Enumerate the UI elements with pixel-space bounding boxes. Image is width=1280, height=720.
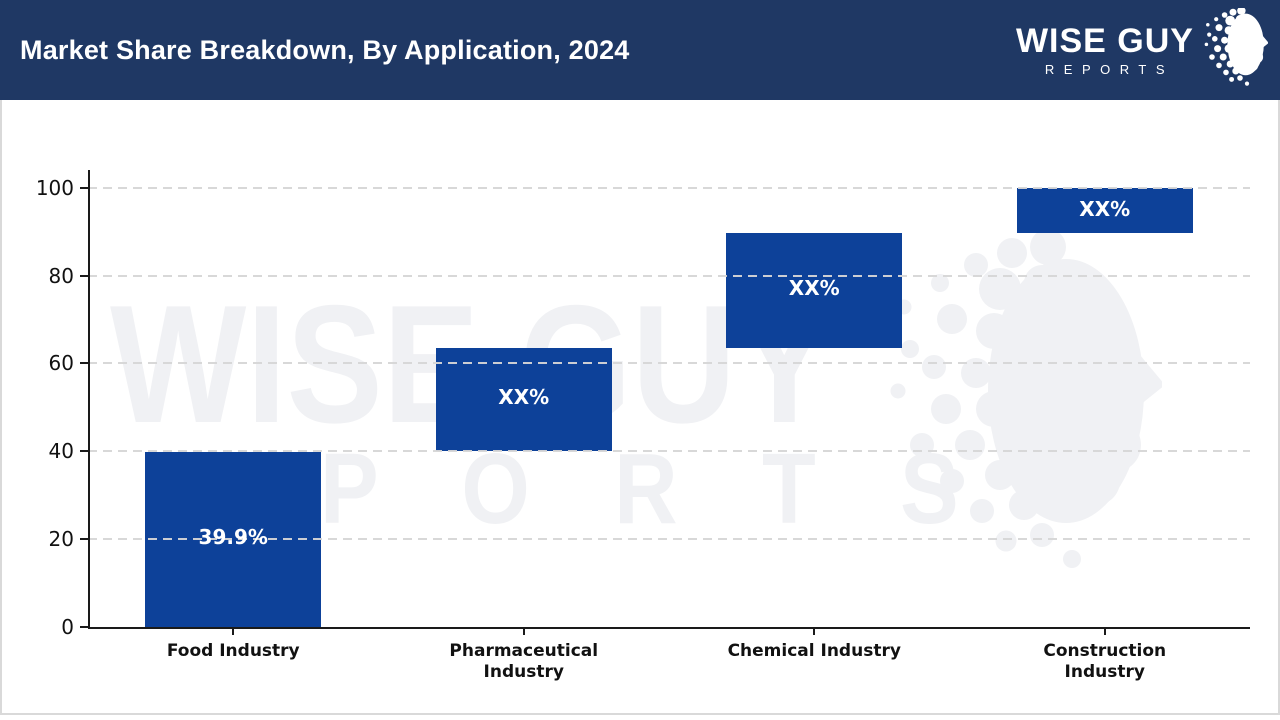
x-tick-2	[813, 627, 816, 635]
y-tick-60	[80, 362, 88, 365]
x-tick-0	[232, 627, 235, 635]
x-axis-line	[88, 627, 1250, 629]
gridline-40	[88, 450, 1250, 453]
watermark-head-icon	[890, 229, 1162, 568]
y-tick-80	[80, 274, 88, 277]
y-tick-label-20: 20	[48, 527, 74, 552]
y-tick-label-100: 100	[35, 175, 74, 200]
page-title: Market Share Breakdown, By Application, …	[20, 34, 630, 65]
header-bar: Market Share Breakdown, By Application, …	[0, 0, 1280, 100]
bar-3	[1016, 187, 1193, 234]
x-category-label-1: Pharmaceutical Industry	[449, 641, 599, 682]
y-axis-line	[88, 170, 90, 629]
wiseguy-logo-text: WISE GUY REPORTS	[1016, 24, 1194, 77]
logo-wordmark: WISE GUY	[1015, 21, 1194, 60]
y-tick-label-40: 40	[48, 439, 74, 464]
x-tick-1	[522, 627, 525, 635]
y-tick-label-0: 0	[61, 615, 74, 639]
bar-1	[435, 347, 612, 452]
gridline-100	[88, 186, 1250, 189]
y-tick-100	[80, 186, 88, 189]
y-tick-label-60: 60	[48, 351, 74, 376]
y-tick-20	[80, 538, 88, 541]
x-category-label-2: Chemical Industry	[727, 641, 901, 661]
bar-value-label-2: XX%	[788, 276, 840, 301]
logo-subtitle: REPORTS	[1044, 61, 1175, 77]
bar-value-label-3: XX%	[1079, 196, 1131, 221]
x-category-label-3: Construction Industry	[1043, 641, 1167, 682]
bar-value-label-0: 39.9%	[198, 525, 268, 550]
bar-2	[726, 233, 903, 348]
x-tick-3	[1103, 627, 1106, 635]
wiseguy-head-icon	[1204, 8, 1268, 86]
y-tick-label-80: 80	[48, 263, 74, 288]
y-tick-40	[80, 450, 88, 453]
gridline-60	[88, 362, 1250, 365]
x-category-label-0: Food Industry	[166, 641, 300, 661]
wiseguy-logo: WISE GUY REPORTS	[1016, 6, 1268, 94]
bar-value-label-1: XX%	[498, 385, 550, 410]
y-tick-0	[80, 626, 88, 628]
gridline-80	[88, 274, 1250, 277]
gridline-20	[88, 538, 1250, 541]
